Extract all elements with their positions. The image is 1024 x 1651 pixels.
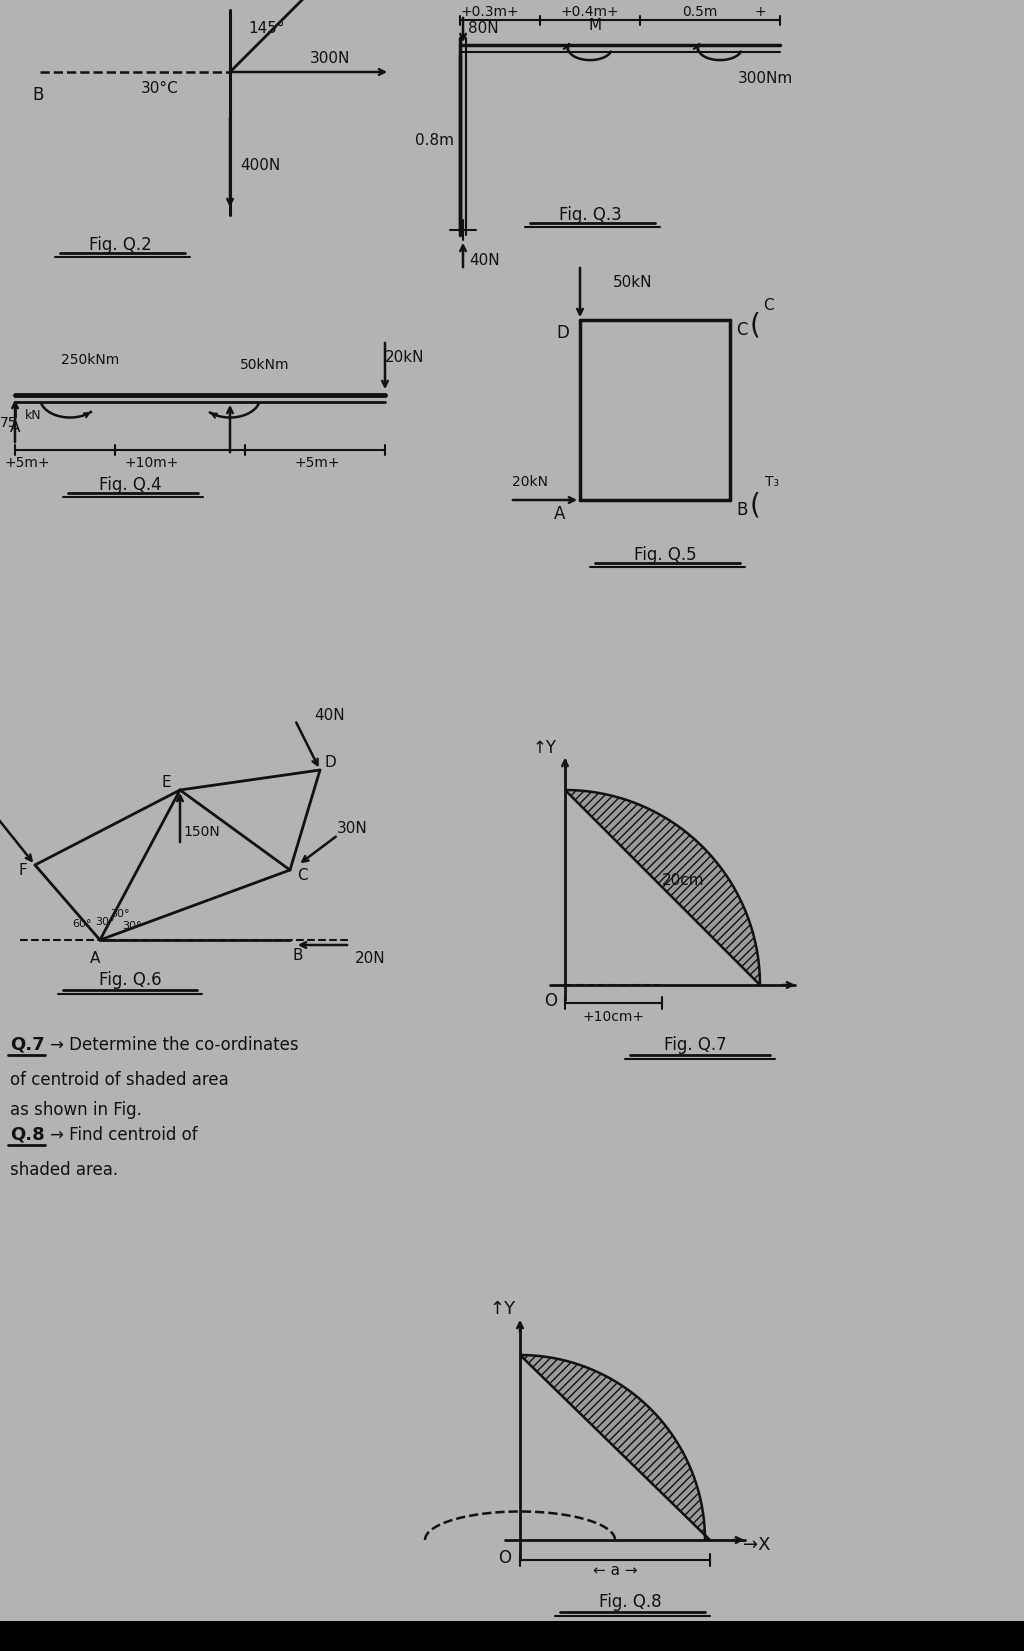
Text: Fig. Q.6: Fig. Q.6 [98,971,162,989]
Text: ← a →: ← a → [593,1562,637,1577]
Text: of centroid of shaded area: of centroid of shaded area [10,1071,228,1090]
Text: C: C [736,320,748,338]
Polygon shape [565,789,760,986]
Text: +5m+: +5m+ [5,456,50,471]
Polygon shape [520,1355,710,1540]
Text: Q.8: Q.8 [10,1126,45,1144]
Text: 20kN: 20kN [385,350,425,365]
Text: 400N: 400N [240,157,281,172]
Text: ↑Y: ↑Y [488,1299,515,1317]
Text: M: M [589,18,601,33]
Text: 30N: 30N [337,821,368,835]
Text: E: E [161,774,171,789]
Text: B: B [736,500,748,518]
Text: 50kN: 50kN [613,274,652,289]
Text: Fig. Q.5: Fig. Q.5 [634,546,696,565]
Text: ↑Y: ↑Y [534,740,557,758]
Text: Q.7: Q.7 [10,1035,45,1053]
Text: +10m+: +10m+ [125,456,179,471]
Text: 75: 75 [0,416,17,429]
Text: 40N: 40N [470,253,501,267]
Text: Fig. Q.3: Fig. Q.3 [559,206,622,225]
Text: D: D [557,324,569,342]
Text: as shown in Fig.: as shown in Fig. [10,1101,142,1119]
Text: +0.3m+: +0.3m+ [461,5,519,20]
Text: → Find centroid of: → Find centroid of [50,1126,198,1144]
Text: D: D [325,755,336,769]
Text: Fig. Q.2: Fig. Q.2 [89,236,152,254]
Text: A: A [10,419,20,434]
Text: O: O [499,1549,512,1567]
Text: 145°: 145° [248,20,285,36]
Text: shaded area.: shaded area. [10,1161,118,1179]
Text: 30°: 30° [95,916,115,926]
Text: +: + [755,5,766,20]
Text: 60°: 60° [73,920,92,930]
Text: (: ( [750,310,761,338]
Text: 20cm: 20cm [662,872,705,888]
Text: F: F [18,862,28,877]
Bar [0,1621,1024,1651]
Text: 0.8m: 0.8m [416,132,455,147]
Text: 20kN: 20kN [512,475,548,489]
Text: +5m+: +5m+ [295,456,341,471]
Text: C: C [763,297,773,312]
Text: A: A [554,505,565,523]
Text: 150N: 150N [183,826,220,839]
Text: Fig. Q.4: Fig. Q.4 [98,475,162,494]
Text: +0.4m+: +0.4m+ [561,5,620,20]
Text: Fig. Q.8: Fig. Q.8 [599,1593,662,1611]
Text: → Determine the co-ordinates: → Determine the co-ordinates [50,1035,299,1053]
Text: kN: kN [25,408,42,421]
Text: 250kNm: 250kNm [60,353,119,367]
Text: (: ( [750,490,761,518]
Text: 80N: 80N [468,20,499,36]
Text: 300N: 300N [310,51,350,66]
Text: T₃: T₃ [765,475,779,489]
Text: O: O [545,992,557,1010]
Text: +10cm+: +10cm+ [582,1010,644,1024]
Text: C: C [297,867,307,883]
Text: 30°: 30° [111,910,130,920]
Text: 40N: 40N [314,708,345,723]
Text: 300Nm: 300Nm [737,71,793,86]
Text: B: B [293,948,303,963]
Text: 50kNm: 50kNm [241,358,290,371]
Text: →X: →X [743,1535,771,1554]
Text: Fig. Q.7: Fig. Q.7 [664,1035,726,1053]
Text: 0.5m: 0.5m [682,5,718,20]
Text: B: B [33,86,44,104]
Text: A: A [90,951,100,966]
Text: 30°C: 30°C [141,81,179,96]
Text: 30°: 30° [122,921,141,931]
Text: 20N: 20N [354,951,385,966]
